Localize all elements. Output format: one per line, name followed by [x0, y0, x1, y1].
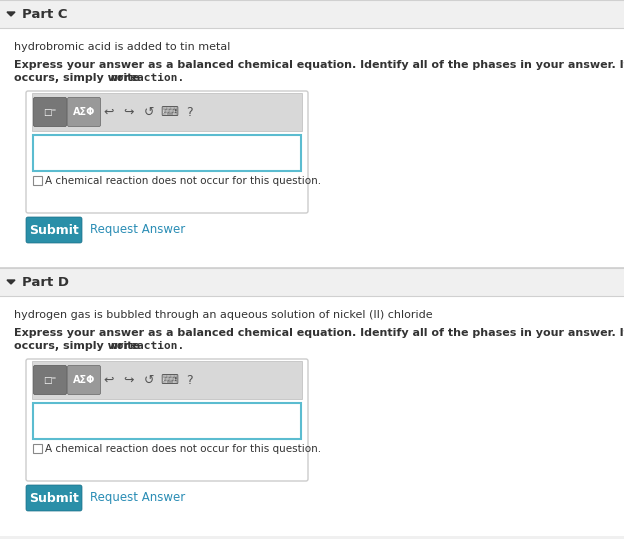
Bar: [33, 444, 42, 453]
Text: ?: ?: [186, 106, 192, 119]
FancyBboxPatch shape: [26, 359, 308, 481]
FancyBboxPatch shape: [26, 91, 308, 213]
Text: Submit: Submit: [29, 492, 79, 505]
Bar: [0, 296, 624, 536]
Text: Part D: Part D: [22, 275, 69, 288]
Text: ⌨: ⌨: [160, 374, 178, 386]
Bar: [32, 93, 302, 131]
Text: noreaction.: noreaction.: [110, 73, 184, 83]
Text: ?: ?: [186, 374, 192, 386]
Text: Express your answer as a balanced chemical equation. Identify all of the phases : Express your answer as a balanced chemic…: [14, 328, 624, 338]
Text: Part C: Part C: [22, 8, 67, 20]
Text: ↩: ↩: [104, 374, 114, 386]
FancyBboxPatch shape: [26, 485, 82, 511]
Bar: [33, 403, 301, 439]
Text: noreaction.: noreaction.: [110, 341, 184, 351]
Text: ↪: ↪: [124, 374, 134, 386]
Bar: [0, 28, 624, 268]
Text: ΑΣΦ: ΑΣΦ: [73, 375, 95, 385]
Text: □⁼: □⁼: [44, 376, 57, 384]
Text: hydrobromic acid is added to tin metal: hydrobromic acid is added to tin metal: [14, 42, 230, 52]
Text: A chemical reaction does not occur for this question.: A chemical reaction does not occur for t…: [45, 176, 321, 185]
Text: ↺: ↺: [144, 374, 154, 386]
Bar: [0, 268, 624, 296]
FancyBboxPatch shape: [67, 98, 100, 127]
Text: hydrogen gas is bubbled through an aqueous solution of nickel (II) chloride: hydrogen gas is bubbled through an aqueo…: [14, 310, 432, 320]
Text: occurs, simply write: occurs, simply write: [14, 341, 144, 351]
FancyBboxPatch shape: [34, 98, 67, 127]
Text: ΑΣΦ: ΑΣΦ: [73, 107, 95, 117]
Text: ↺: ↺: [144, 106, 154, 119]
FancyBboxPatch shape: [34, 365, 67, 395]
Text: ↩: ↩: [104, 106, 114, 119]
Text: ⌨: ⌨: [160, 106, 178, 119]
Text: Request Answer: Request Answer: [90, 224, 185, 237]
Bar: [32, 361, 302, 399]
Text: □⁼: □⁼: [44, 107, 57, 116]
Bar: [0, 0, 624, 28]
FancyBboxPatch shape: [26, 217, 82, 243]
Text: occurs, simply write: occurs, simply write: [14, 73, 144, 83]
Polygon shape: [7, 12, 15, 16]
FancyBboxPatch shape: [67, 365, 100, 395]
Polygon shape: [7, 280, 15, 284]
Bar: [33, 176, 42, 185]
Text: A chemical reaction does not occur for this question.: A chemical reaction does not occur for t…: [45, 444, 321, 453]
Text: ↪: ↪: [124, 106, 134, 119]
Text: Request Answer: Request Answer: [90, 492, 185, 505]
Text: Express your answer as a balanced chemical equation. Identify all of the phases : Express your answer as a balanced chemic…: [14, 60, 624, 70]
Bar: [33, 135, 301, 171]
Text: Submit: Submit: [29, 224, 79, 237]
